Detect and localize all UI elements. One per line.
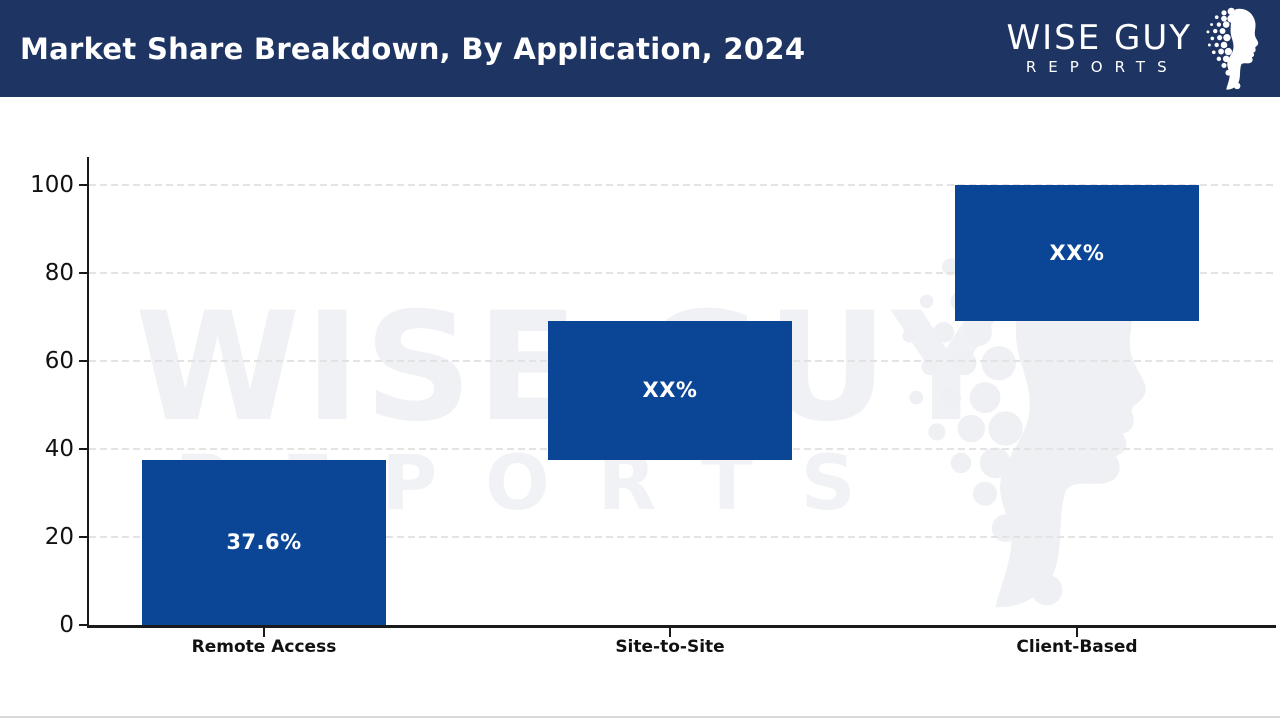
y-axis-tick [79, 624, 87, 626]
y-axis-tick-label: 60 [44, 348, 74, 374]
wiseguy-logo: WISE GUY REPORTS [1006, 7, 1262, 91]
y-axis-tick [79, 536, 87, 538]
page-title: Market Share Breakdown, By Application, … [20, 31, 806, 66]
bar-segment: 37.6% [142, 459, 386, 625]
y-axis-tick-label: 0 [59, 612, 74, 638]
category-label: Remote Access [191, 637, 337, 657]
x-axis-tick [263, 628, 265, 637]
gridline [89, 184, 1274, 186]
bar-segment: XX% [955, 185, 1199, 321]
logo-subtitle: REPORTS [1025, 58, 1179, 76]
logo-text: WISE GUY REPORTS [1006, 21, 1192, 76]
y-axis-tick [79, 360, 87, 362]
header: Market Share Breakdown, By Application, … [0, 0, 1280, 97]
gridline [89, 536, 1274, 538]
y-axis-tick-label: 80 [44, 260, 74, 286]
y-axis-line [87, 157, 89, 627]
wiseguy-face-icon [1206, 7, 1259, 90]
y-axis-tick [79, 272, 87, 274]
page-bottom-divider [0, 716, 1280, 718]
y-axis-tick [79, 184, 87, 186]
y-axis-tick-label: 20 [44, 524, 74, 550]
y-axis-tick [79, 448, 87, 450]
bar-segment: XX% [548, 320, 792, 460]
x-axis-tick [669, 628, 671, 637]
y-axis-tick-label: 100 [30, 172, 74, 198]
category-label: Site-to-Site [615, 637, 725, 657]
x-axis-line [87, 625, 1276, 628]
gridline [89, 272, 1274, 274]
logo-wordmark: WISE GUY [1006, 18, 1192, 58]
category-label: Client-Based [1016, 637, 1138, 657]
plot-area: WISE GUY REPORTS 0 20 40 60 80 100 37.6% Remote… [0, 97, 1280, 720]
x-axis-tick [1076, 628, 1078, 637]
y-axis-tick-label: 40 [44, 436, 74, 462]
